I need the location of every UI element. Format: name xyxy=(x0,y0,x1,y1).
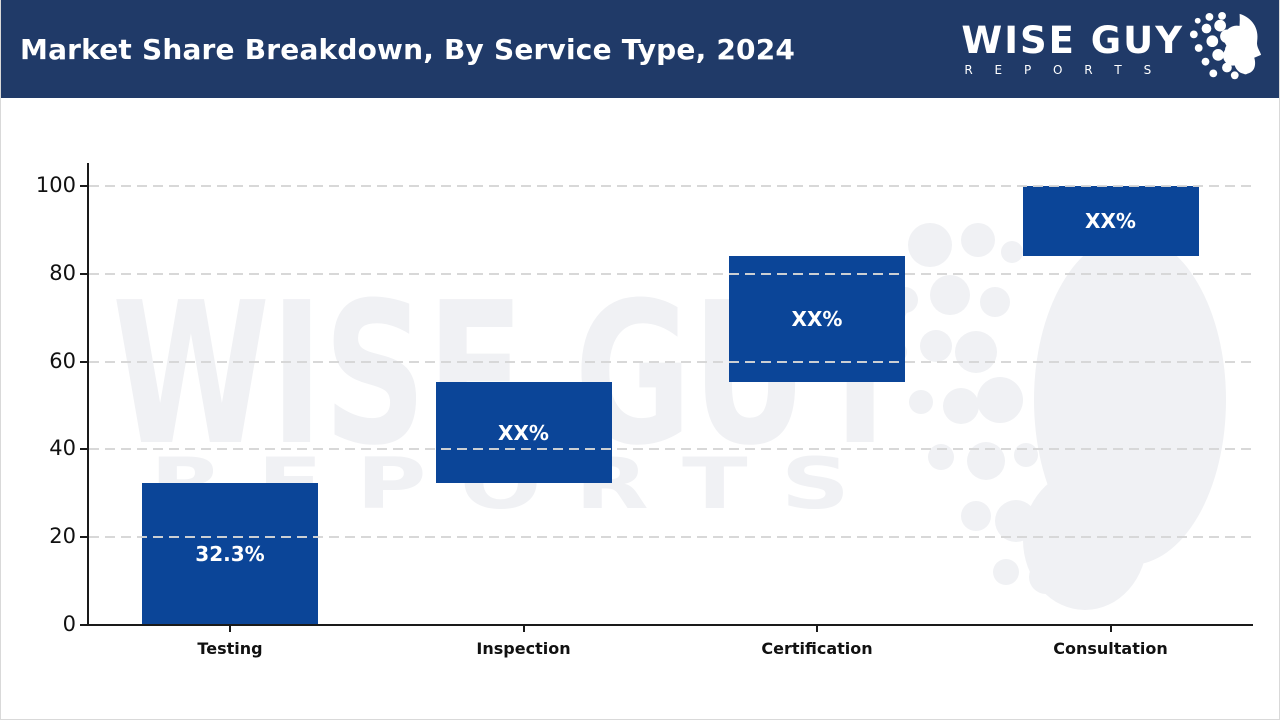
gridline xyxy=(89,536,1256,539)
y-tick xyxy=(80,536,87,539)
y-tick-label: 60 xyxy=(49,348,76,373)
watermark-face-icon xyxy=(887,223,1226,610)
bar-testing xyxy=(142,483,318,625)
x-tick xyxy=(522,625,525,632)
logo-wordmark: WISE GUY R E P O R T S xyxy=(961,22,1184,77)
y-tick-label: 20 xyxy=(49,524,76,549)
bar-value-label: XX% xyxy=(1085,209,1136,234)
y-tick xyxy=(80,624,87,626)
x-axis-spine xyxy=(87,624,1253,626)
y-axis-spine xyxy=(87,163,89,626)
header-bar: Market Share Breakdown, By Service Type,… xyxy=(0,0,1280,98)
bar-value-label: XX% xyxy=(791,307,843,332)
bar-value-label: XX% xyxy=(498,420,549,445)
bar-consultation xyxy=(1022,186,1199,257)
x-axis-label-inspection: Inspection xyxy=(476,639,571,658)
bar-value-label: 32.3% xyxy=(195,542,265,567)
x-tick xyxy=(229,625,231,632)
y-tick xyxy=(80,185,87,187)
y-tick xyxy=(80,360,87,363)
wise-guy-logo: WISE GUY R E P O R T S xyxy=(961,11,1280,87)
y-tick-label: 0 xyxy=(62,612,76,636)
y-tick-label: 100 xyxy=(35,173,76,197)
chart-title: Market Share Breakdown, By Service Type,… xyxy=(20,32,796,66)
logo-face-icon xyxy=(1189,11,1262,80)
x-axis-label-consultation: Consultation xyxy=(1053,639,1168,658)
x-axis-label-testing: Testing xyxy=(197,639,263,658)
y-tick-label: 40 xyxy=(49,436,76,461)
logo-wordmark-line2: R E P O R T S xyxy=(964,62,1161,77)
x-axis-label-certification: Certification xyxy=(761,639,873,658)
gridline xyxy=(89,360,1256,363)
bar-inspection xyxy=(435,382,612,484)
logo-wordmark-line1: WISE GUY xyxy=(961,18,1184,62)
y-tick xyxy=(80,272,87,275)
gridline xyxy=(89,272,1256,275)
y-tick xyxy=(80,448,87,451)
x-tick xyxy=(1109,625,1112,632)
x-tick xyxy=(816,625,818,632)
gridline xyxy=(89,448,1256,451)
y-tick-label: 80 xyxy=(49,260,76,285)
gridline xyxy=(89,185,1256,187)
